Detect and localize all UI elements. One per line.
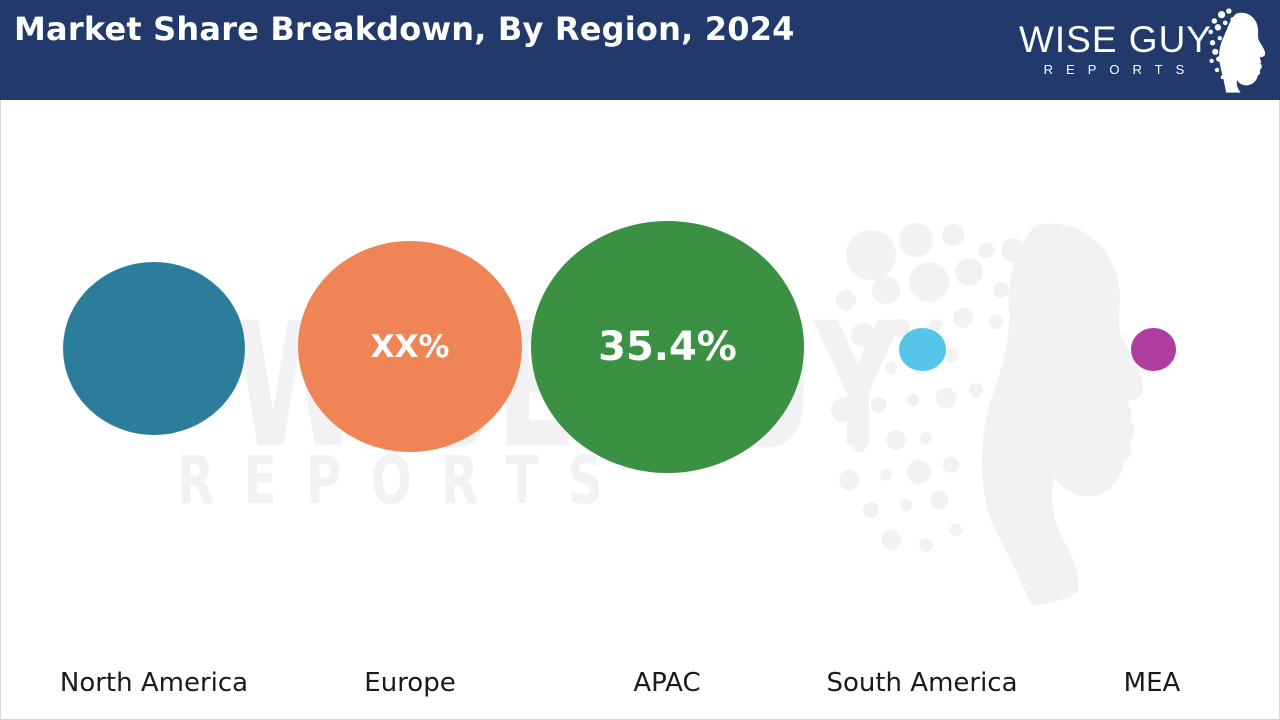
watermark-head-silhouette — [981, 223, 1144, 605]
header-bar: Market Share Breakdown, By Region, 2024 … — [0, 0, 1280, 100]
brand-tagline: REPORTS — [1043, 62, 1198, 77]
bubble-value-label: XX% — [370, 328, 450, 365]
bubble-apac: 35.4% — [531, 221, 804, 473]
watermark-tagline-text: REPORTS — [177, 442, 632, 519]
brand-logo: WISE GUY REPORTS — [1019, 7, 1266, 93]
brand-logo-text: WISE GUY REPORTS — [1019, 21, 1212, 77]
bubble-south-america — [899, 328, 946, 371]
region-label-europe: Europe — [364, 668, 456, 698]
bubble-europe: XX% — [298, 241, 522, 452]
region-label-north-america: North America — [59, 668, 249, 698]
bubble-value-label: 35.4% — [598, 324, 737, 370]
bubble-north-america — [63, 262, 245, 435]
page-title: Market Share Breakdown, By Region, 2024 — [14, 10, 795, 48]
region-label-apac: APAC — [633, 668, 701, 698]
bubble-mea — [1131, 328, 1176, 371]
region-label-south-america: South America — [826, 668, 1018, 698]
region-label-mea: MEA — [1123, 668, 1181, 698]
brand-name: WISE GUY — [1018, 19, 1212, 60]
wiseguy-head-icon — [1208, 8, 1266, 93]
chart-area: WISE GUY REPORTS — [0, 100, 1280, 720]
